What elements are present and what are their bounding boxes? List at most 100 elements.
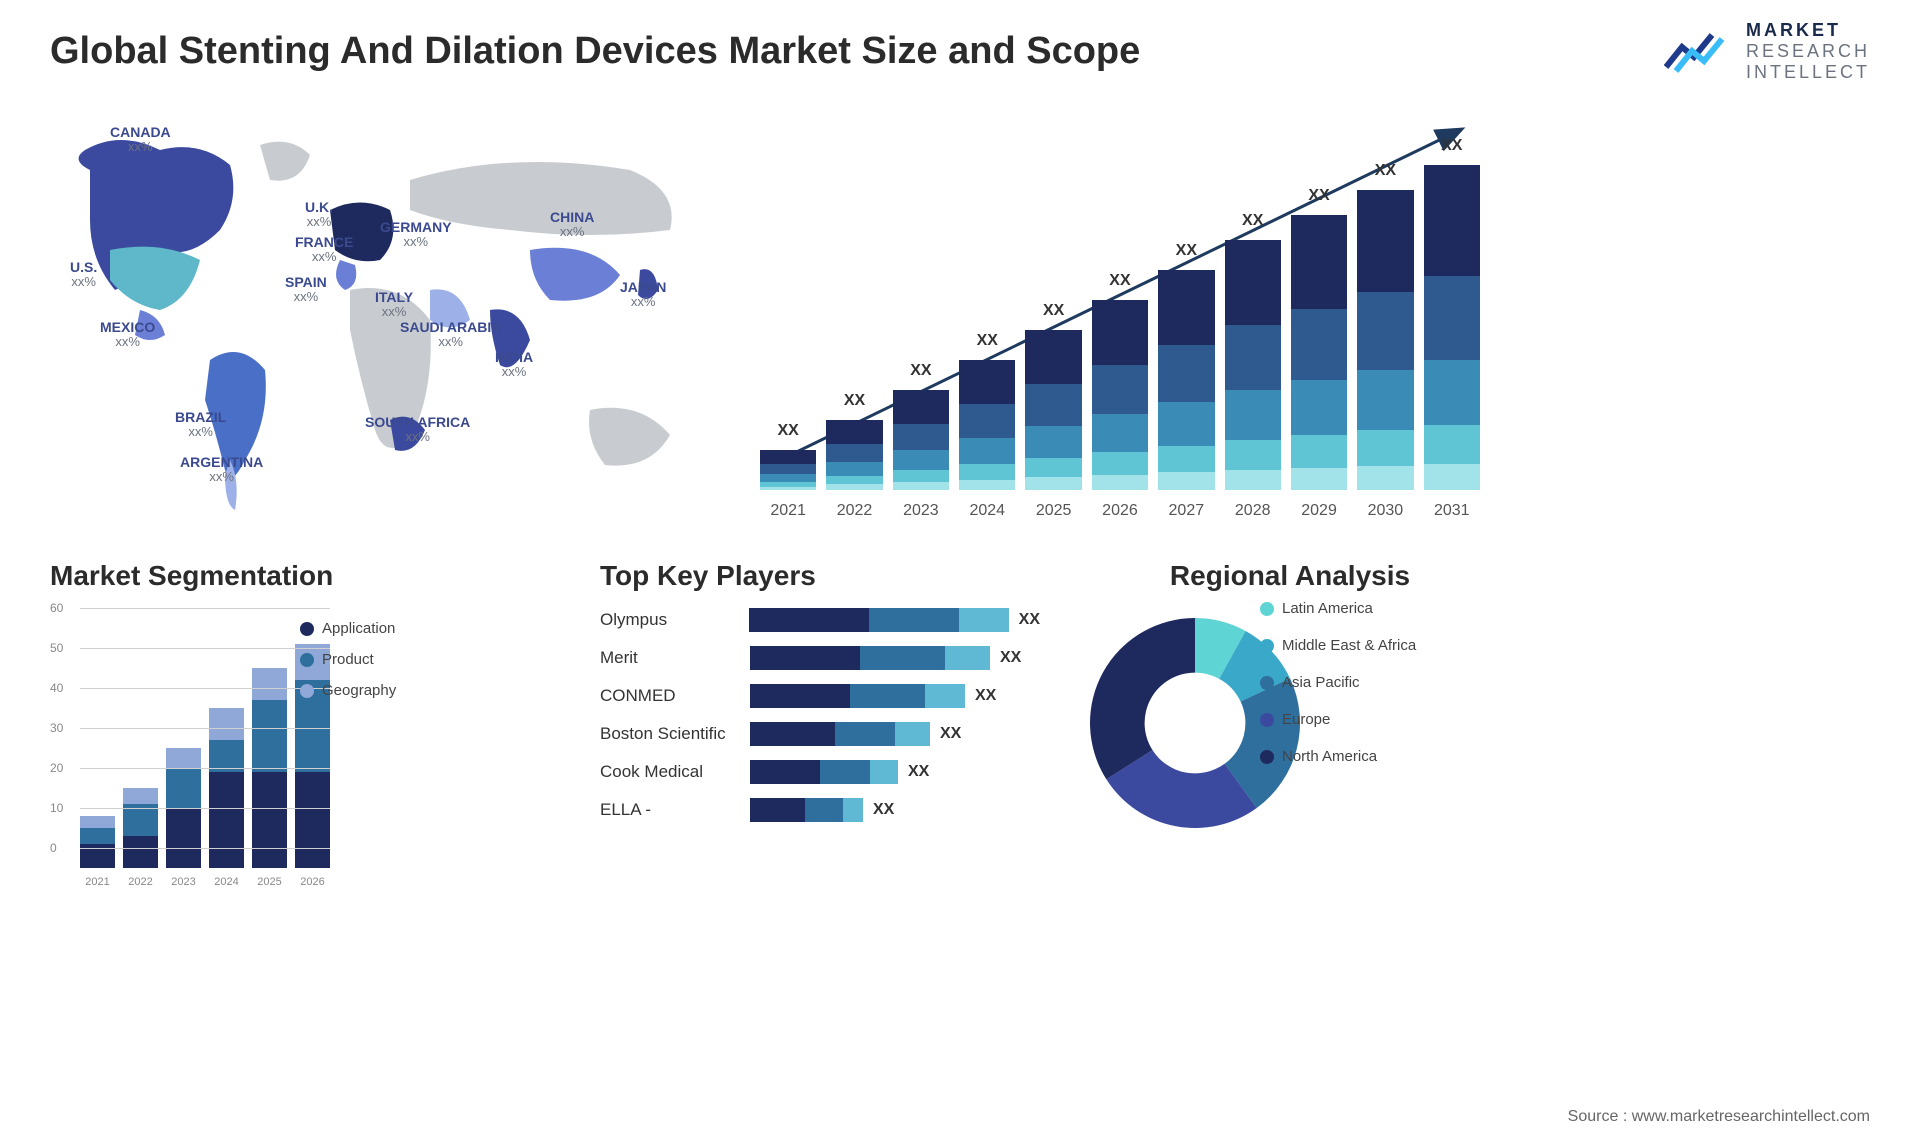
- growth-year-label: 2023: [893, 502, 949, 520]
- player-value: XX: [908, 763, 929, 781]
- growth-bar-label: XX: [1357, 162, 1413, 180]
- growth-year-label: 2022: [826, 502, 882, 520]
- map-label: U.S.xx%: [70, 260, 97, 290]
- source-attribution: Source : www.marketresearchintellect.com: [1568, 1108, 1870, 1126]
- growth-year-label: 2029: [1291, 502, 1347, 520]
- player-row: ELLA - XX: [600, 798, 1040, 822]
- segmentation-legend: Application Product Geography: [300, 620, 396, 713]
- growth-bar-label: XX: [1092, 272, 1148, 290]
- segmentation-year-label: 2022: [123, 876, 158, 888]
- player-row: CONMED XX: [600, 684, 1040, 708]
- player-row: Olympus XX: [600, 608, 1040, 632]
- growth-bar: XX: [1424, 165, 1480, 490]
- growth-bar: XX: [760, 450, 816, 490]
- player-value: XX: [873, 801, 894, 819]
- region-legend: Latin AmericaMiddle East & AfricaAsia Pa…: [1260, 600, 1416, 785]
- growth-bars: XXXXXXXXXXXXXXXXXXXXXX: [760, 160, 1480, 490]
- player-name: ELLA -: [600, 800, 750, 820]
- player-bar: [749, 608, 1009, 632]
- logo-text-3: INTELLECT: [1746, 62, 1870, 83]
- growth-bar-label: XX: [1291, 187, 1347, 205]
- segmentation-year-label: 2023: [166, 876, 201, 888]
- segmentation-year-label: 2021: [80, 876, 115, 888]
- legend-item: Latin America: [1260, 600, 1416, 617]
- growth-year-label: 2027: [1158, 502, 1214, 520]
- segmentation-bar: [123, 788, 158, 868]
- growth-bar-label: XX: [1158, 242, 1214, 260]
- segmentation-year-label: 2025: [252, 876, 287, 888]
- growth-bar: XX: [1291, 215, 1347, 490]
- player-value: XX: [1019, 611, 1040, 629]
- legend-item: Geography: [300, 682, 396, 699]
- growth-bar: XX: [1025, 330, 1081, 490]
- segmentation-year-label: 2024: [209, 876, 244, 888]
- player-row: Boston Scientific XX: [600, 722, 1040, 746]
- player-value: XX: [940, 725, 961, 743]
- legend-item: Application: [300, 620, 396, 637]
- map-label: GERMANYxx%: [380, 220, 452, 250]
- segmentation-year-label: 2026: [295, 876, 330, 888]
- player-bar: [750, 646, 990, 670]
- growth-bar: XX: [826, 420, 882, 490]
- growth-year-label: 2031: [1424, 502, 1480, 520]
- segmentation-panel: Market Segmentation 2021 2022 2023 2024 2025…: [50, 560, 450, 888]
- logo-text-1: MARKET: [1746, 20, 1870, 41]
- growth-year-label: 2024: [959, 502, 1015, 520]
- growth-bar: XX: [1158, 270, 1214, 490]
- segmentation-chart: 202120222023202420252026 0102030405060: [50, 608, 330, 888]
- brand-logo: MARKET RESEARCH INTELLECT: [1664, 20, 1870, 83]
- players-panel: Top Key Players OlympusXXMeritXXCONMEDXX…: [600, 560, 1040, 836]
- legend-item: Europe: [1260, 711, 1416, 728]
- world-map: CANADAxx%U.S.xx%MEXICOxx%BRAZILxx%ARGENT…: [30, 110, 730, 530]
- player-name: CONMED: [600, 686, 750, 706]
- player-value: XX: [975, 687, 996, 705]
- map-label: BRAZILxx%: [175, 410, 226, 440]
- growth-bar-label: XX: [1424, 137, 1480, 155]
- map-label: CHINAxx%: [550, 210, 594, 240]
- map-label: SPAINxx%: [285, 275, 327, 305]
- legend-item: North America: [1260, 748, 1416, 765]
- growth-year-label: 2030: [1357, 502, 1413, 520]
- segmentation-bar: [80, 816, 115, 868]
- map-label: ARGENTINAxx%: [180, 455, 263, 485]
- growth-year-label: 2021: [760, 502, 816, 520]
- legend-item: Product: [300, 651, 396, 668]
- map-label: INDIAxx%: [495, 350, 533, 380]
- map-label: CANADAxx%: [110, 125, 171, 155]
- players-list: OlympusXXMeritXXCONMEDXXBoston Scientifi…: [600, 608, 1040, 822]
- growth-x-axis: 2021 2022 2023 2024 2025 2026 2027 2028 2029 2030…: [760, 502, 1480, 520]
- map-label: SOUTH AFRICAxx%: [365, 415, 470, 445]
- map-label: FRANCExx%: [295, 235, 353, 265]
- growth-bar-label: XX: [1025, 302, 1081, 320]
- players-title: Top Key Players: [600, 560, 1040, 592]
- growth-bar-label: XX: [959, 332, 1015, 350]
- logo-text-2: RESEARCH: [1746, 41, 1870, 62]
- growth-year-label: 2026: [1092, 502, 1148, 520]
- player-row: Cook MedicalXX: [600, 760, 1040, 784]
- map-label: SAUDI ARABIAxx%: [400, 320, 501, 350]
- legend-item: Middle East & Africa: [1260, 637, 1416, 654]
- segmentation-x-axis: 2021 2022 2023 2024 2025 2026: [80, 876, 330, 888]
- growth-year-label: 2028: [1225, 502, 1281, 520]
- growth-bar-label: XX: [760, 422, 816, 440]
- growth-bar: XX: [893, 390, 949, 490]
- growth-bar: XX: [1225, 240, 1281, 490]
- growth-bar: XX: [1092, 300, 1148, 490]
- donut-slice: [1090, 618, 1195, 779]
- player-row: MeritXX: [600, 646, 1040, 670]
- player-bar: [750, 798, 863, 822]
- growth-year-label: 2025: [1025, 502, 1081, 520]
- region-title: Regional Analysis: [1080, 560, 1500, 592]
- player-bar: [750, 722, 930, 746]
- player-bar: [750, 684, 965, 708]
- growth-bar: XX: [1357, 190, 1413, 490]
- player-name: Olympus: [600, 610, 749, 630]
- growth-bar-label: XX: [1225, 212, 1281, 230]
- growth-chart: XXXXXXXXXXXXXXXXXXXXXX 20212022202320242…: [760, 120, 1480, 520]
- player-name: Boston Scientific: [600, 724, 750, 744]
- segmentation-bar: [209, 708, 244, 868]
- segmentation-bars: [80, 608, 330, 868]
- segmentation-title: Market Segmentation: [50, 560, 450, 592]
- logo-mark-icon: [1664, 27, 1734, 77]
- player-name: Merit: [600, 648, 750, 668]
